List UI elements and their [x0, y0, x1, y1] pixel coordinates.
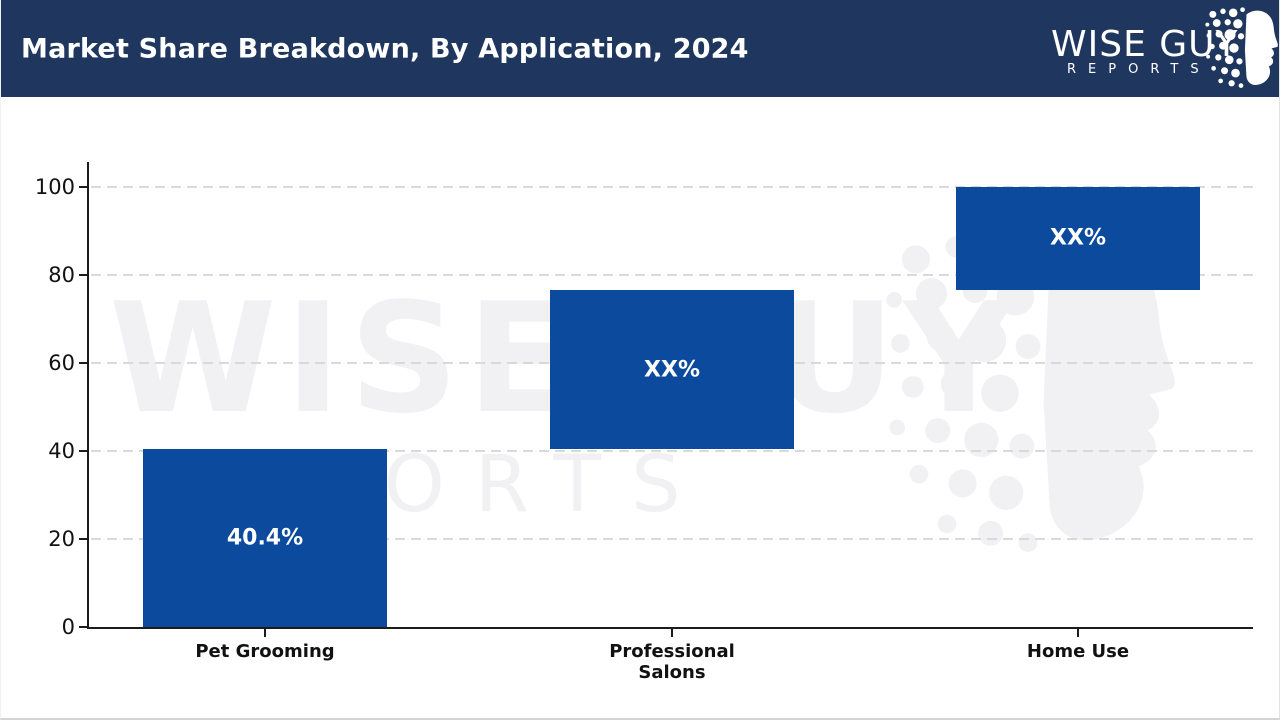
x-axis-line [87, 627, 1253, 629]
bar-professional-salons[interactable] [550, 289, 794, 450]
x-axis-label-pet-grooming: Pet Grooming [195, 641, 335, 662]
y-axis-line [87, 162, 89, 629]
x-axis-tick [264, 629, 266, 637]
y-axis-tick-40 [79, 450, 87, 452]
x-axis-tick [671, 629, 673, 637]
y-axis-tick-label: 40 [48, 439, 75, 463]
bar-home-use[interactable] [956, 187, 1200, 290]
gridline-20 [91, 538, 1253, 540]
y-axis-tick-label: 80 [48, 263, 75, 287]
bar-value-label: XX% [644, 357, 700, 383]
y-axis-tick-0 [79, 626, 87, 628]
gridline-80 [91, 274, 1253, 276]
header-bar: Market Share Breakdown, By Application, … [1, 0, 1279, 97]
y-axis-tick-60 [79, 362, 87, 364]
y-axis-tick-label: 20 [48, 527, 75, 551]
bar-pet-grooming[interactable] [143, 449, 387, 627]
x-axis-label-home-use: Home Use [1026, 641, 1130, 662]
brand-logo: WISE GUY REPORTS [1011, 0, 1271, 97]
chart-title: Market Share Breakdown, By Application, … [21, 33, 749, 64]
bar-value-label: XX% [1050, 225, 1106, 251]
y-axis-tick-20 [79, 538, 87, 540]
y-axis-tick-label: 60 [48, 351, 75, 375]
y-axis-tick-100 [79, 186, 87, 188]
y-axis-tick-80 [79, 274, 87, 276]
gridline-100 [91, 186, 1253, 188]
x-axis-label-professional-salons: Professional Salons [609, 641, 735, 684]
brand-wordmark: WISE GUY [1051, 24, 1239, 65]
y-axis-tick-label: 0 [61, 615, 75, 639]
brand-subtext: REPORTS [1067, 62, 1211, 77]
y-axis-tick-label: 100 [34, 175, 75, 199]
bar-value-label: 40.4% [226, 525, 304, 551]
x-axis-tick [1077, 629, 1079, 637]
gridline-40 [91, 450, 1253, 452]
